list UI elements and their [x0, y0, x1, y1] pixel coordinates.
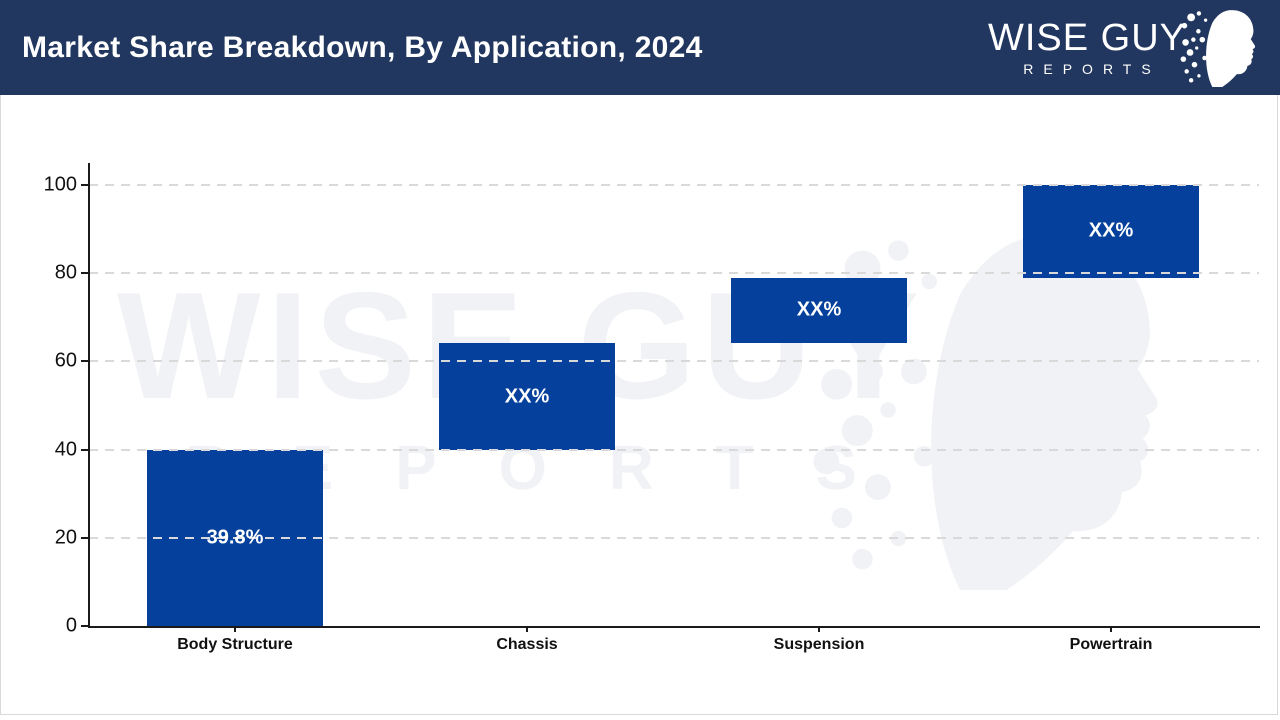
- y-tick-label: 60: [54, 349, 77, 372]
- header: Market Share Breakdown, By Application, …: [0, 0, 1280, 95]
- logo-subtitle: REPORTS: [1023, 61, 1161, 77]
- chart-card: WISE GUY REPORTS 0 20 40 60 80 100 Body Struct…: [0, 95, 1278, 715]
- x-tick-label: Powertrain: [1069, 636, 1153, 653]
- x-tick-label: Body Structure: [177, 636, 293, 653]
- y-tick-mark: [81, 184, 88, 186]
- page-title: Market Share Breakdown, By Application, …: [22, 30, 703, 64]
- gridline: [89, 536, 1259, 539]
- x-tick-mark: [234, 626, 236, 632]
- bar-suspension: [731, 277, 907, 343]
- bar-value-label: 39.8%: [206, 526, 264, 549]
- plot: 0 20 40 60 80 100 Body Structure Chassis Suspens…: [1, 95, 1277, 714]
- y-tick-mark: [81, 625, 88, 627]
- gridline: [89, 184, 1259, 186]
- x-axis: [88, 626, 1260, 628]
- bar-value-label: XX%: [796, 298, 842, 321]
- wiseguy-logo-text: WISE GUY REPORTS: [988, 19, 1186, 76]
- bar-value-label: XX%: [1088, 219, 1134, 242]
- y-tick-label: 80: [54, 261, 77, 284]
- y-tick-mark: [81, 536, 88, 539]
- gridline: [89, 360, 1259, 363]
- y-axis: [88, 163, 90, 628]
- x-tick-mark: [526, 626, 528, 632]
- y-tick-label: 100: [43, 173, 77, 196]
- logo-wordmark: WISE GUY: [987, 17, 1186, 59]
- y-tick-mark: [81, 360, 88, 363]
- y-tick-label: 40: [54, 438, 77, 461]
- gridline: [89, 448, 1259, 451]
- y-tick-label: 0: [65, 614, 77, 637]
- y-tick-mark: [81, 272, 88, 275]
- x-tick-mark: [1110, 626, 1112, 632]
- y-tick-mark: [81, 448, 88, 451]
- y-tick-label: 20: [54, 526, 77, 549]
- wiseguy-logo: WISE GUY REPORTS: [988, 5, 1258, 91]
- x-tick-label: Suspension: [773, 636, 865, 653]
- bar-value-label: XX%: [504, 385, 550, 408]
- x-tick-mark: [818, 626, 820, 632]
- x-tick-label: Chassis: [496, 636, 558, 653]
- bar-powertrain: [1023, 185, 1199, 278]
- wiseguy-face-icon: [1180, 5, 1258, 91]
- gridline: [89, 272, 1259, 275]
